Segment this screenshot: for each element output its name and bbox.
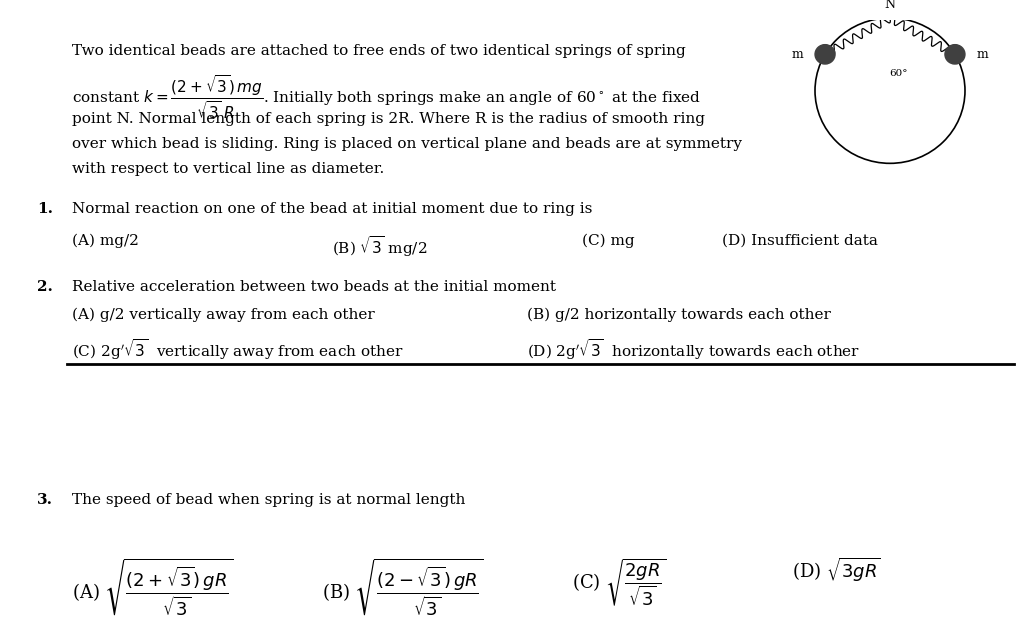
Text: constant $k = \dfrac{(2+\sqrt{3})\,mg}{\sqrt{3}\; R}$. Initially both springs ma: constant $k = \dfrac{(2+\sqrt{3})\,mg}{\… xyxy=(72,73,701,121)
Text: (D) $\sqrt{3gR}$: (D) $\sqrt{3gR}$ xyxy=(792,556,881,584)
Text: (B) $\sqrt{3}$ mg/2: (B) $\sqrt{3}$ mg/2 xyxy=(332,234,427,259)
Text: The speed of bead when spring is at normal length: The speed of bead when spring is at norm… xyxy=(72,493,465,507)
Text: Normal reaction on one of the bead at initial moment due to ring is: Normal reaction on one of the bead at in… xyxy=(72,202,592,216)
Text: (D) 2g$'\sqrt{3}$  horizontally towards each other: (D) 2g$'\sqrt{3}$ horizontally towards e… xyxy=(527,337,860,362)
Text: (B) $\sqrt{\dfrac{(2-\sqrt{3})\,gR}{\sqrt{3}}}$: (B) $\sqrt{\dfrac{(2-\sqrt{3})\,gR}{\sqr… xyxy=(322,556,483,618)
Text: (A) g/2 vertically away from each other: (A) g/2 vertically away from each other xyxy=(72,308,375,322)
Text: 3.: 3. xyxy=(37,493,53,507)
Text: m: m xyxy=(977,48,989,61)
Text: (A) mg/2: (A) mg/2 xyxy=(72,234,139,248)
Text: N: N xyxy=(885,0,896,11)
Circle shape xyxy=(815,44,835,64)
Text: 2.: 2. xyxy=(37,280,53,294)
Text: Relative acceleration between two beads at the initial moment: Relative acceleration between two beads … xyxy=(72,280,556,294)
Text: 1.: 1. xyxy=(37,202,53,216)
Text: point N. Normal length of each spring is 2R. Where R is the radius of smooth rin: point N. Normal length of each spring is… xyxy=(72,112,705,126)
Text: m: m xyxy=(792,48,803,61)
Text: 60°: 60° xyxy=(889,69,907,78)
Text: over which bead is sliding. Ring is placed on vertical plane and beads are at sy: over which bead is sliding. Ring is plac… xyxy=(72,137,742,151)
Text: (B) g/2 horizontally towards each other: (B) g/2 horizontally towards each other xyxy=(527,308,830,322)
Text: (C) mg: (C) mg xyxy=(582,234,635,248)
Text: Two identical beads are attached to free ends of two identical springs of spring: Two identical beads are attached to free… xyxy=(72,44,686,58)
Text: (C) 2g$'\sqrt{3}$  vertically away from each other: (C) 2g$'\sqrt{3}$ vertically away from e… xyxy=(72,337,403,362)
Circle shape xyxy=(945,44,965,64)
Text: (A) $\sqrt{\dfrac{(2+\sqrt{3})\,gR}{\sqrt{3}}}$: (A) $\sqrt{\dfrac{(2+\sqrt{3})\,gR}{\sqr… xyxy=(72,556,233,618)
Text: (C) $\sqrt{\dfrac{2gR}{\sqrt{3}}}$: (C) $\sqrt{\dfrac{2gR}{\sqrt{3}}}$ xyxy=(572,556,667,608)
Text: with respect to vertical line as diameter.: with respect to vertical line as diamete… xyxy=(72,163,384,176)
Text: (D) Insufficient data: (D) Insufficient data xyxy=(722,234,878,248)
